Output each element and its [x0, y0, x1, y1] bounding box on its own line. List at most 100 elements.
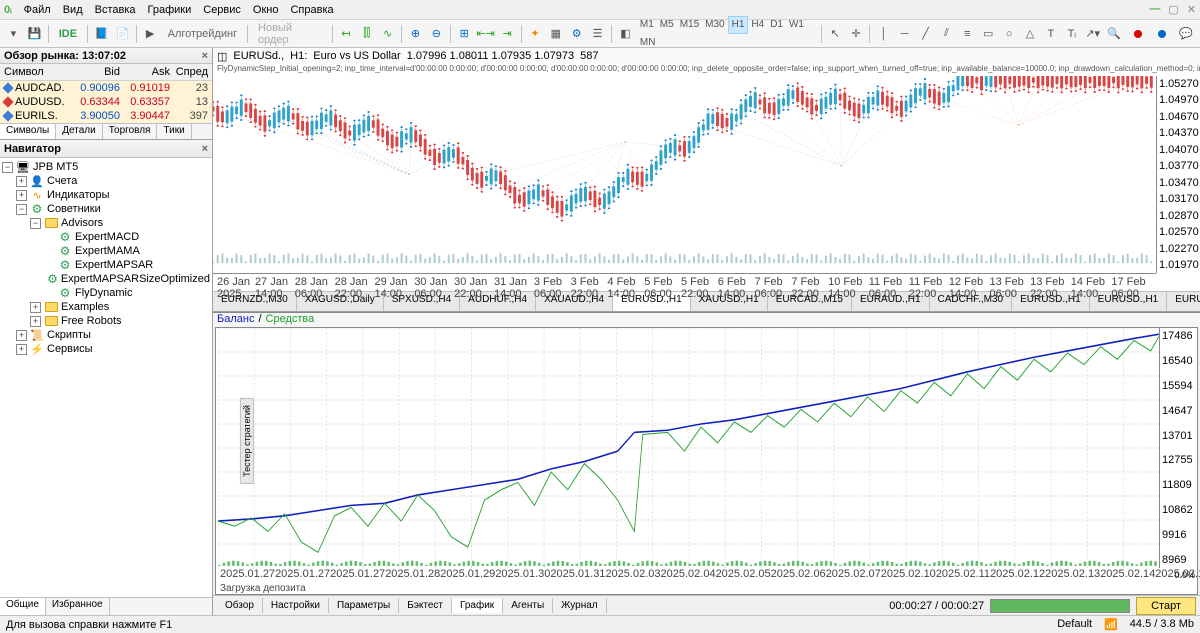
ellipse-icon[interactable]: ○ [1000, 24, 1019, 44]
nav-tab[interactable]: Общие [0, 598, 46, 615]
algo-icon[interactable]: ▶ [141, 24, 160, 44]
expert-item[interactable]: ⚙ExpertMACD [2, 230, 210, 244]
menu-view[interactable]: Вид [63, 4, 83, 16]
minimize-icon[interactable]: — [1149, 3, 1160, 16]
tester-tab[interactable]: Параметры [329, 598, 399, 613]
settings-icon[interactable]: ⚙ [567, 24, 586, 44]
tester-pct: 0.0% [1174, 570, 1195, 580]
tree-advisors-folder[interactable]: −Advisors [2, 216, 210, 230]
book-icon[interactable]: 📘 [92, 24, 111, 44]
layers-icon[interactable]: ☰ [588, 24, 607, 44]
textlabel-icon[interactable]: Tᵢ [1062, 24, 1081, 44]
menu-charts[interactable]: Графики [148, 4, 192, 16]
market-tab[interactable]: Торговля [103, 124, 158, 139]
timeframe-M5[interactable]: M5 [657, 16, 677, 34]
tester-tab[interactable]: Бэктест [399, 598, 452, 613]
tester-tab[interactable]: График [452, 598, 503, 613]
market-tab[interactable]: Тики [157, 124, 191, 139]
expert-item[interactable]: ⚙FlyDynamic [2, 286, 210, 300]
market-tab[interactable]: Символы [0, 124, 56, 139]
shift-icon[interactable]: ⇥ [498, 24, 517, 44]
market-row[interactable]: AUDCAD.0.900960.9101923 [0, 81, 212, 95]
col-spread[interactable]: Спред [170, 66, 208, 78]
tester-chart[interactable]: Тестер стратегий 17486165401559414647137… [215, 327, 1198, 595]
triangle-icon[interactable]: △ [1021, 24, 1040, 44]
timeframe-M30[interactable]: M30 [702, 16, 727, 34]
navigator-close-icon[interactable]: × [202, 143, 208, 155]
candlestick-svg [213, 76, 1156, 273]
vline-icon[interactable]: │ [874, 24, 893, 44]
wave-icon[interactable]: ∿ [378, 24, 397, 44]
grid-icon[interactable]: ⊞ [455, 24, 474, 44]
start-button[interactable]: Старт [1136, 597, 1196, 615]
menu-service[interactable]: Сервис [203, 4, 241, 16]
maximize-icon[interactable]: ▢ [1168, 3, 1178, 16]
save-icon[interactable]: 💾 [25, 24, 44, 44]
nav-tab[interactable]: Избранное [46, 598, 110, 615]
col-symbol[interactable]: Символ [4, 66, 70, 78]
col-bid[interactable]: Bid [70, 66, 120, 78]
arrow-left-icon[interactable]: ↤ [336, 24, 355, 44]
timeframe-H1[interactable]: H1 [728, 16, 749, 34]
bars-icon[interactable]: ⫿⫿ [357, 24, 376, 44]
zoom-out-icon[interactable]: ⊖ [427, 24, 446, 44]
timeframe-D1[interactable]: D1 [767, 16, 786, 34]
market-close-icon[interactable]: × [202, 50, 208, 62]
market-row[interactable]: EURILS.3.900503.90447397 [0, 109, 212, 123]
tree-accounts[interactable]: +👤Счета [2, 174, 210, 188]
hline-icon[interactable]: ─ [895, 24, 914, 44]
tester-tab[interactable]: Журнал [553, 598, 607, 613]
tree-experts[interactable]: −⚙Советники [2, 202, 210, 216]
timeframe-M15[interactable]: M15 [677, 16, 702, 34]
tree-scripts[interactable]: +📜Скрипты [2, 328, 210, 342]
text-icon[interactable]: T [1041, 24, 1060, 44]
price-chart[interactable]: ◫ EURUSd., H1: Euro vs US Dollar 1.07996… [213, 48, 1200, 312]
tree-examples[interactable]: +Examples [2, 300, 210, 314]
timeframe-H4[interactable]: H4 [748, 16, 767, 34]
new-order-button[interactable]: Новый ордер [252, 22, 327, 46]
tester-tab[interactable]: Обзор [217, 598, 263, 613]
indicator-icon[interactable]: ✦ [525, 24, 544, 44]
market-row[interactable]: AUDUSD.0.633440.6335713 [0, 95, 212, 109]
dropdown-icon[interactable]: ▾ [4, 24, 23, 44]
tree-root[interactable]: −🖥JPB MT5 [2, 160, 210, 174]
arrow-drop-icon[interactable]: ↗▾ [1083, 24, 1102, 44]
balance-label: Баланс [217, 313, 254, 327]
tester-tab[interactable]: Агенты [503, 598, 553, 613]
zoom-in-icon[interactable]: ⊕ [406, 24, 425, 44]
tree-indicators[interactable]: +∿Индикаторы [2, 188, 210, 202]
tester-tab[interactable]: Настройки [263, 598, 329, 613]
search-icon[interactable]: 🔍 [1104, 24, 1124, 44]
crosshair-icon[interactable]: ✛ [847, 24, 866, 44]
tree-freerobots[interactable]: +Free Robots [2, 314, 210, 328]
chart-tab[interactable]: EURUSD.,H1 [1167, 292, 1200, 311]
object-icon[interactable]: ◧ [616, 24, 635, 44]
col-ask[interactable]: Ask [120, 66, 170, 78]
timeframe-M1[interactable]: M1 [637, 16, 657, 34]
expert-item[interactable]: ⚙ExpertMAPSAR [2, 258, 210, 272]
menu-window[interactable]: Окно [253, 4, 279, 16]
market-tab[interactable]: Детали [56, 124, 102, 139]
scroll-icon[interactable]: ⇤⇥ [476, 24, 496, 44]
close-icon[interactable]: ✕ [1187, 3, 1196, 16]
chat-icon[interactable]: 💬 [1176, 24, 1196, 44]
page-icon[interactable]: 📄 [113, 24, 132, 44]
ide-button[interactable]: IDE [53, 28, 83, 40]
cursor-icon[interactable]: ↖ [826, 24, 845, 44]
tree-services[interactable]: +⚡Сервисы [2, 342, 210, 356]
expert-item[interactable]: ⚙ExpertMAPSARSizeOptimized [2, 272, 210, 286]
trendline-icon[interactable]: ╱ [916, 24, 935, 44]
template-icon[interactable]: ▦ [546, 24, 565, 44]
rect-icon[interactable]: ▭ [979, 24, 998, 44]
algotrade-button[interactable]: Алготрейдинг [162, 28, 243, 40]
fibo-icon[interactable]: ≡ [958, 24, 977, 44]
expert-item[interactable]: ⚙ExpertMAMA [2, 244, 210, 258]
channel-icon[interactable]: ⫽ [937, 24, 956, 44]
menu-file[interactable]: Файл [24, 4, 51, 16]
menu-insert[interactable]: Вставка [95, 4, 136, 16]
alert-icon[interactable] [1128, 24, 1148, 44]
notify-icon[interactable] [1152, 24, 1172, 44]
timeframe-W1[interactable]: W1 [786, 16, 807, 34]
menu-help[interactable]: Справка [290, 4, 333, 16]
market-watch-title: Обзор рынка: 13:07:02 [4, 50, 126, 62]
